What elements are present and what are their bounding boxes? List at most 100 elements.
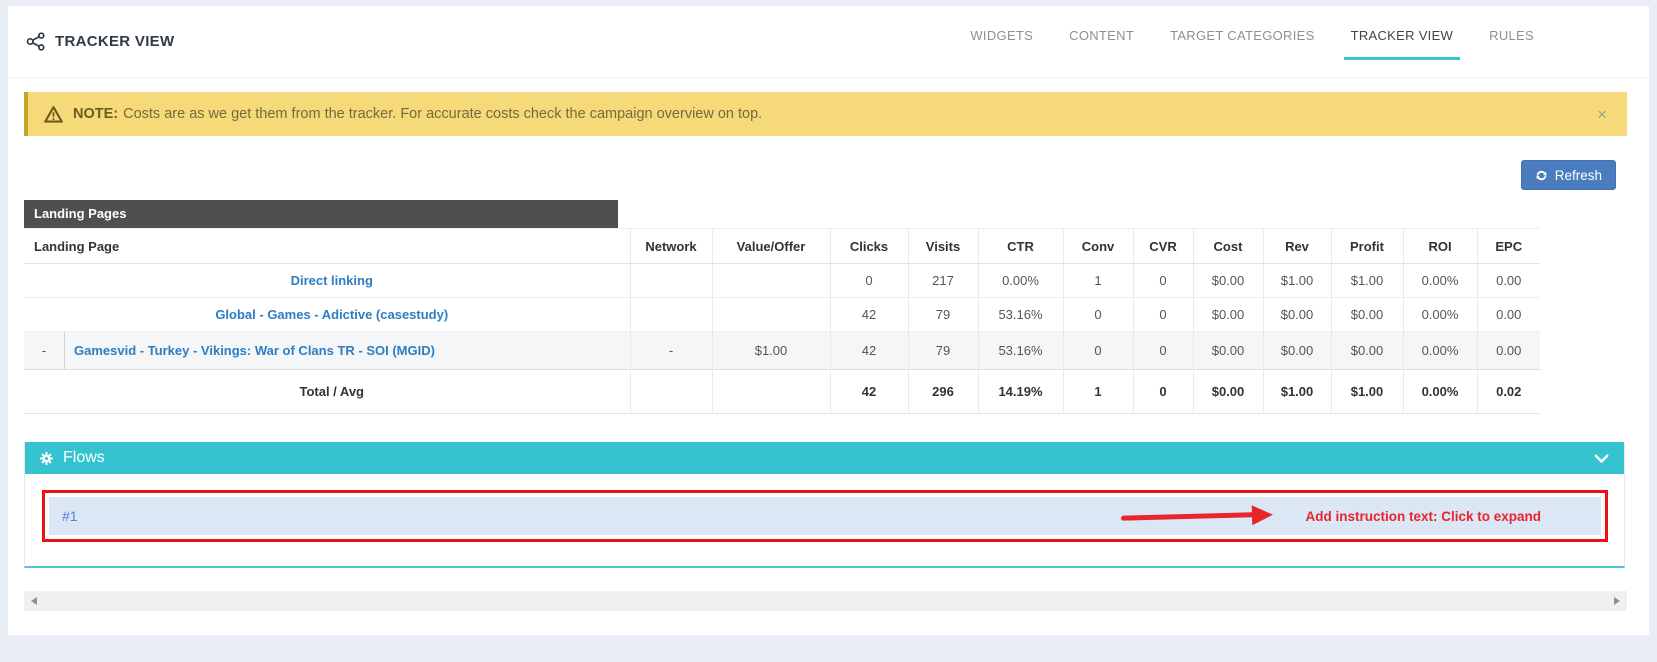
cell-visits: 79: [907, 331, 978, 370]
col-conv: Conv: [1062, 228, 1133, 264]
col-roi: ROI: [1402, 228, 1477, 264]
cell-clicks: 42: [829, 297, 908, 332]
refresh-icon: [1535, 169, 1548, 182]
col-clicks: Clicks: [829, 228, 908, 264]
cell-cost: $0.00: [1192, 331, 1263, 370]
warning-icon: [44, 105, 63, 123]
refresh-button-label: Refresh: [1554, 167, 1602, 183]
landing-pages-titlebar: Landing Pages: [24, 200, 618, 228]
cell-ctr: 53.16%: [977, 297, 1063, 332]
cell-clicks: 42: [829, 331, 908, 370]
flows-header[interactable]: Flows: [25, 442, 1624, 474]
cell-rev: $1.00: [1262, 263, 1331, 298]
cell-value-offer: [711, 369, 830, 414]
table-total-row: Total / Avg 42 296 14.19% 1 0 $0.00 $1.0…: [24, 369, 1540, 414]
page-title: TRACKER VIEW: [55, 33, 175, 50]
cell-cvr: 0: [1132, 297, 1193, 332]
col-rev: Rev: [1262, 228, 1331, 264]
cell-epc: 0.00: [1476, 263, 1540, 298]
cell-cost: $0.00: [1192, 369, 1263, 414]
table-row: Global - Games - Adictive (casestudy) 42…: [24, 297, 1540, 332]
scroll-right-icon[interactable]: [1614, 597, 1620, 605]
tab-content[interactable]: CONTENT: [1069, 27, 1135, 43]
note-text: Costs are as we get them from the tracke…: [123, 106, 763, 122]
horizontal-scrollbar[interactable]: [24, 591, 1627, 611]
cell-roi: 0.00%: [1402, 369, 1477, 414]
cell-profit: $0.00: [1330, 331, 1403, 370]
col-epc: EPC: [1476, 228, 1540, 264]
cell-roi: 0.00%: [1402, 297, 1477, 332]
cell-conv: 1: [1062, 369, 1133, 414]
table-header-row: Landing Page Network Value/Offer Clicks …: [24, 228, 1540, 264]
table-row: Direct linking 0 217 0.00% 1 0 $0.00 $1.…: [24, 263, 1540, 298]
landing-page-link[interactable]: Gamesvid - Turkey - Vikings: War of Clan…: [74, 343, 435, 358]
cell-ctr: 53.16%: [977, 331, 1063, 370]
child-row-prefix: -: [24, 332, 65, 369]
col-cvr: CVR: [1132, 228, 1193, 264]
cell-clicks: 42: [829, 369, 908, 414]
cell-visits: 296: [907, 369, 978, 414]
col-value-offer: Value/Offer: [711, 228, 830, 264]
close-icon[interactable]: ×: [1597, 104, 1607, 124]
cell-conv: 0: [1062, 297, 1133, 332]
cell-rev: $0.00: [1262, 331, 1331, 370]
col-visits: Visits: [907, 228, 978, 264]
cell-profit: $1.00: [1330, 263, 1403, 298]
col-landing-page: Landing Page: [24, 228, 630, 264]
cell-epc: 0.02: [1476, 369, 1540, 414]
tab-tracker-view[interactable]: TRACKER VIEW: [1343, 28, 1460, 60]
cell-value-offer: $1.00: [711, 331, 830, 370]
cell-epc: 0.00: [1476, 331, 1540, 370]
title-wrap: TRACKER VIEW: [26, 32, 174, 51]
cell-network: [629, 297, 712, 332]
cell-roi: 0.00%: [1402, 263, 1477, 298]
annotation-highlight-box: #1 Add instruction text: Click to expand: [42, 490, 1608, 542]
table-row-child: - Gamesvid - Turkey - Vikings: War of Cl…: [24, 331, 1540, 370]
gear-icon: [39, 451, 54, 466]
flow-row-label: #1: [62, 508, 78, 524]
landing-page-link[interactable]: Direct linking: [290, 273, 373, 288]
flows-title: Flows: [63, 449, 105, 466]
annotation-text: Add instruction text: Click to expand: [1305, 508, 1541, 524]
flow-row-1[interactable]: #1 Add instruction text: Click to expand: [49, 497, 1601, 535]
cell-profit: $1.00: [1330, 369, 1403, 414]
chevron-down-icon[interactable]: [1593, 453, 1610, 464]
cell-visits: 79: [907, 297, 978, 332]
total-label: Total / Avg: [24, 369, 630, 414]
scroll-left-icon[interactable]: [31, 597, 37, 605]
cell-rev: $0.00: [1262, 297, 1331, 332]
cell-conv: 0: [1062, 331, 1133, 370]
cell-cost: $0.00: [1192, 297, 1263, 332]
cell-value-offer: [711, 263, 830, 298]
annotation-arrow-icon: [1121, 511, 1254, 521]
cell-network: [629, 263, 712, 298]
cell-clicks: 0: [829, 263, 908, 298]
toolbar: Refresh: [24, 160, 1627, 190]
page-header: TRACKER VIEW WIDGETS CONTENT TARGET CATE…: [8, 6, 1649, 78]
cell-network: [629, 369, 712, 414]
tab-rules[interactable]: RULES: [1489, 27, 1534, 43]
cell-conv: 1: [1062, 263, 1133, 298]
flows-panel: Flows #1 Add instruction text: Click to …: [24, 442, 1625, 568]
cell-cost: $0.00: [1192, 263, 1263, 298]
col-cost: Cost: [1192, 228, 1263, 264]
flows-body: #1 Add instruction text: Click to expand: [25, 474, 1624, 566]
cell-profit: $0.00: [1330, 297, 1403, 332]
col-network: Network: [629, 228, 712, 264]
refresh-button[interactable]: Refresh: [1520, 160, 1616, 190]
landing-pages-table: Landing Page Network Value/Offer Clicks …: [24, 228, 1540, 414]
tab-widgets[interactable]: WIDGETS: [970, 27, 1034, 43]
cell-rev: $1.00: [1262, 369, 1331, 414]
cell-visits: 217: [907, 263, 978, 298]
cell-roi: 0.00%: [1402, 331, 1477, 370]
col-profit: Profit: [1330, 228, 1403, 264]
col-ctr: CTR: [977, 228, 1063, 264]
cell-ctr: 0.00%: [977, 263, 1063, 298]
cell-value-offer: [711, 297, 830, 332]
tab-bar: WIDGETS CONTENT TARGET CATEGORIES TRACKE…: [968, 28, 1536, 60]
tab-target-categories[interactable]: TARGET CATEGORIES: [1170, 27, 1315, 43]
cell-cvr: 0: [1132, 369, 1193, 414]
landing-page-link[interactable]: Global - Games - Adictive (casestudy): [215, 307, 449, 322]
cell-ctr: 14.19%: [977, 369, 1063, 414]
cell-cvr: 0: [1132, 263, 1193, 298]
